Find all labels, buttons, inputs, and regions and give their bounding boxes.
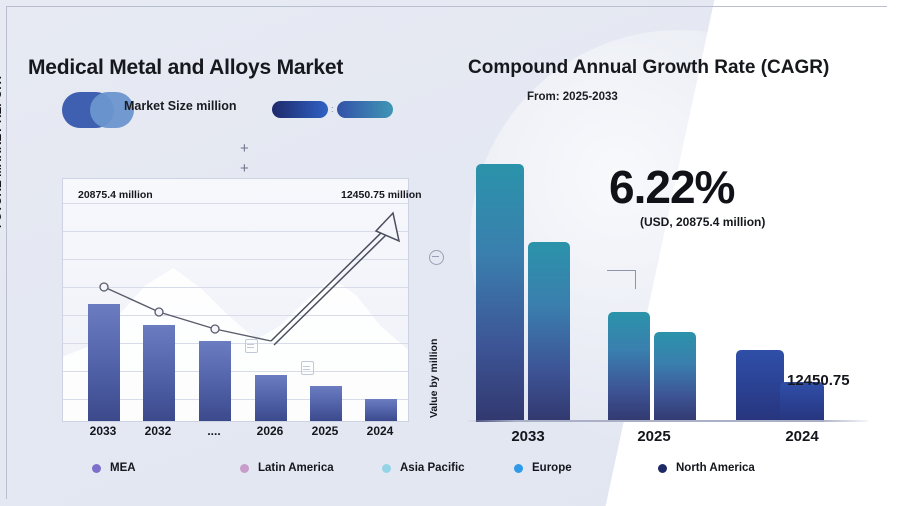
mini-pill-separator: : xyxy=(331,104,334,114)
legend: MEA Latin America Asia Pacific Europe No… xyxy=(70,462,850,486)
plus-icon-2: + xyxy=(240,160,249,177)
gridline xyxy=(63,203,408,204)
bar-2026 xyxy=(255,375,287,421)
right-chart xyxy=(468,150,868,422)
rbar-2024-secondary xyxy=(780,382,824,422)
x-label-2032: 2032 xyxy=(144,424,172,438)
rbar-2025-secondary xyxy=(654,332,696,422)
gridline xyxy=(63,399,408,400)
bar-2024 xyxy=(365,399,397,421)
legend-dot-icon xyxy=(514,463,523,473)
rx-label-2033: 2033 xyxy=(511,428,545,445)
cagr-subtitle: From: 2025-2033 xyxy=(527,91,618,103)
cagr-title: Compound Annual Growth Rate (CAGR) xyxy=(468,57,830,78)
gridline xyxy=(63,371,408,372)
bar-2025 xyxy=(310,386,342,421)
left-chart-x-axis: 2033 2032 .... 2026 2025 2024 xyxy=(62,424,407,444)
legend-label: Europe xyxy=(532,462,572,474)
market-size-pill-icon xyxy=(62,92,134,128)
rbar-2025-primary xyxy=(608,312,650,422)
ghost-doc-icon-1 xyxy=(245,339,258,353)
y-axis-label-right: Value by million xyxy=(428,338,440,418)
legend-label: MEA xyxy=(110,462,136,474)
legend-item-europe[interactable]: Europe xyxy=(514,462,572,474)
growth-arrow-shaft-b xyxy=(273,234,387,346)
trend-point xyxy=(210,324,220,334)
gridline xyxy=(63,287,408,288)
legend-label: Latin America xyxy=(258,462,334,474)
plus-icon-1: + xyxy=(240,140,249,157)
trend-point xyxy=(154,307,164,317)
legend-item-north-america[interactable]: North America xyxy=(658,462,755,474)
mini-pill-secondary-icon xyxy=(337,101,393,118)
left-chart xyxy=(62,178,409,422)
gridline xyxy=(63,343,408,344)
x-label-dots: .... xyxy=(207,424,221,438)
rbar-2033-primary xyxy=(476,164,524,422)
trend-line xyxy=(103,286,272,342)
legend-dot-icon xyxy=(658,463,667,473)
legend-label: Asia Pacific xyxy=(400,462,465,474)
rbar-2033-secondary xyxy=(528,242,570,422)
callout-bracket-icon xyxy=(607,270,636,289)
x-label-2024: 2024 xyxy=(366,424,394,438)
legend-dot-icon xyxy=(382,463,391,473)
pill-lobe-right xyxy=(90,92,134,128)
x-label-2026: 2026 xyxy=(256,424,284,438)
cagr-value: 6.22% xyxy=(609,161,735,213)
legend-item-asia-pacific[interactable]: Asia Pacific xyxy=(382,462,465,474)
gridline xyxy=(63,315,408,316)
x-label-2025: 2025 xyxy=(311,424,339,438)
bar-2033 xyxy=(88,304,120,421)
gridline xyxy=(63,259,408,260)
ghost-doc-icon-2 xyxy=(301,361,314,375)
cagr-unit: (USD, 20875.4 million) xyxy=(640,215,766,229)
bar-dots xyxy=(199,341,231,421)
end-value-annotation: 12450.75 million xyxy=(341,189,422,201)
right-chart-value-label: 12450.75 xyxy=(787,372,850,389)
mini-pill-primary-icon xyxy=(272,101,328,118)
minus-circle-icon xyxy=(429,250,444,265)
gridline xyxy=(63,231,408,232)
left-chart-overlay-svg xyxy=(99,211,401,346)
legend-label: North America xyxy=(676,462,755,474)
rbar-2024-primary xyxy=(736,350,784,422)
page-title: Medical Metal and Alloys Market xyxy=(28,56,344,79)
rx-label-2025: 2025 xyxy=(637,428,671,445)
y-axis-label-left: FUTURE MARKET REPORT xyxy=(0,73,4,228)
growth-arrow-head xyxy=(374,211,401,243)
trend-point xyxy=(99,282,109,292)
bar-2032 xyxy=(143,325,175,421)
start-value-annotation: 20875.4 million xyxy=(78,189,153,201)
rx-label-2024: 2024 xyxy=(785,428,819,445)
x-label-2033: 2033 xyxy=(89,424,117,438)
legend-item-mea[interactable]: MEA xyxy=(92,462,136,474)
legend-dot-icon xyxy=(92,463,101,473)
market-size-label: Market Size million xyxy=(124,99,237,113)
legend-dot-icon xyxy=(240,463,249,473)
right-chart-baseline xyxy=(468,420,868,422)
legend-item-latin-america[interactable]: Latin America xyxy=(240,462,334,474)
growth-arrow-shaft-a xyxy=(270,230,384,342)
left-bars-group xyxy=(63,179,408,421)
